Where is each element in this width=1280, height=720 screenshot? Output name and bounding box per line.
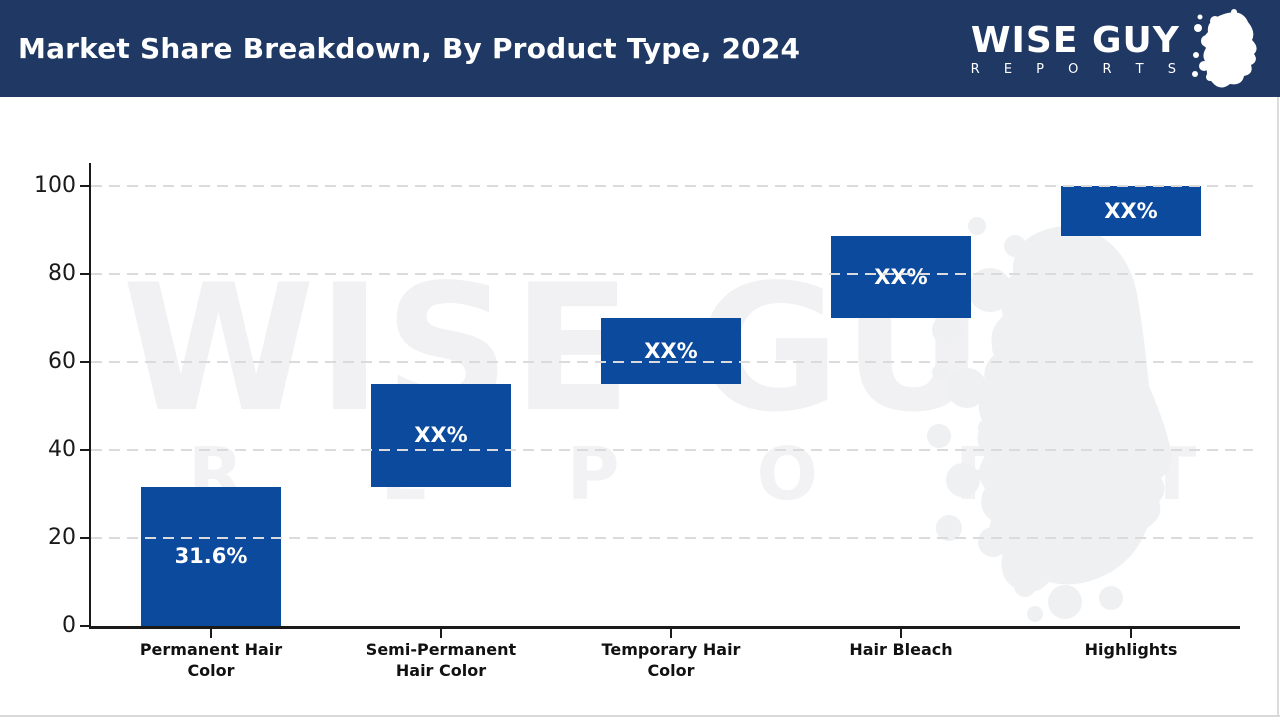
x-axis-category-label: Permanent Hair Color [139, 640, 283, 680]
y-axis-tick-label: 40 [48, 437, 76, 462]
gridline [91, 449, 1253, 451]
y-axis-tick-label: 20 [48, 525, 76, 550]
brand-head-icon [1192, 9, 1257, 88]
x-axis-tick [670, 629, 672, 638]
x-axis-tick [900, 629, 902, 638]
x-axis-tick [1130, 629, 1132, 638]
y-axis-tick [80, 537, 89, 539]
waterfall-bar-segment: 31.6% [141, 486, 281, 626]
y-axis-tick-label: 0 [62, 613, 76, 638]
brand-subtitle: R E P O R T S [970, 61, 1186, 77]
header-band: Market Share Breakdown, By Product Type,… [0, 0, 1280, 97]
x-axis-category-label: Semi-Permanent Hair Color [365, 640, 517, 680]
brand-logo: WISE GUY R E P O R T S [965, 8, 1264, 90]
bar-value-label: XX% [1104, 199, 1158, 224]
right-border-line [1277, 97, 1279, 716]
bar-value-label: 31.6% [174, 544, 248, 569]
x-axis-tick [440, 629, 442, 638]
x-axis-tick [210, 629, 212, 638]
y-axis-tick-label: 100 [34, 173, 76, 198]
y-axis-tick-label: 60 [48, 349, 76, 374]
page-title: Market Share Breakdown, By Product Type,… [18, 32, 801, 65]
waterfall-bar-segment: XX% [601, 318, 741, 384]
y-axis-tick [80, 273, 89, 275]
gridline [91, 185, 1253, 187]
brand-name: WISE GUY [970, 19, 1180, 61]
gridline [91, 361, 1253, 363]
waterfall-bar-segment: XX% [831, 236, 971, 318]
watermark-head-icon [927, 217, 1172, 622]
bar-value-label: XX% [414, 423, 468, 448]
bar-value-label: XX% [644, 339, 698, 363]
y-axis-line [89, 163, 91, 628]
bottom-border-line [0, 715, 1280, 717]
waterfall-bar-segment: XX% [371, 384, 511, 487]
gridline [91, 537, 1253, 539]
y-axis-tick [80, 185, 89, 187]
y-axis-tick [80, 625, 89, 627]
x-axis-category-label: Hair Bleach [849, 640, 953, 659]
x-axis-line [89, 626, 1240, 629]
y-axis-tick-label: 80 [48, 261, 76, 286]
gridline [91, 273, 1253, 275]
y-axis-tick [80, 449, 89, 451]
x-axis-category-label: Highlights [1084, 640, 1178, 659]
waterfall-bar-segment: XX% [1061, 186, 1201, 237]
brand-logo-text: WISE GUY R E P O R T S [965, 19, 1186, 78]
x-axis-category-label: Temporary Hair Color [601, 640, 741, 680]
bar-value-label: XX% [874, 265, 928, 290]
y-axis-tick [80, 361, 89, 363]
